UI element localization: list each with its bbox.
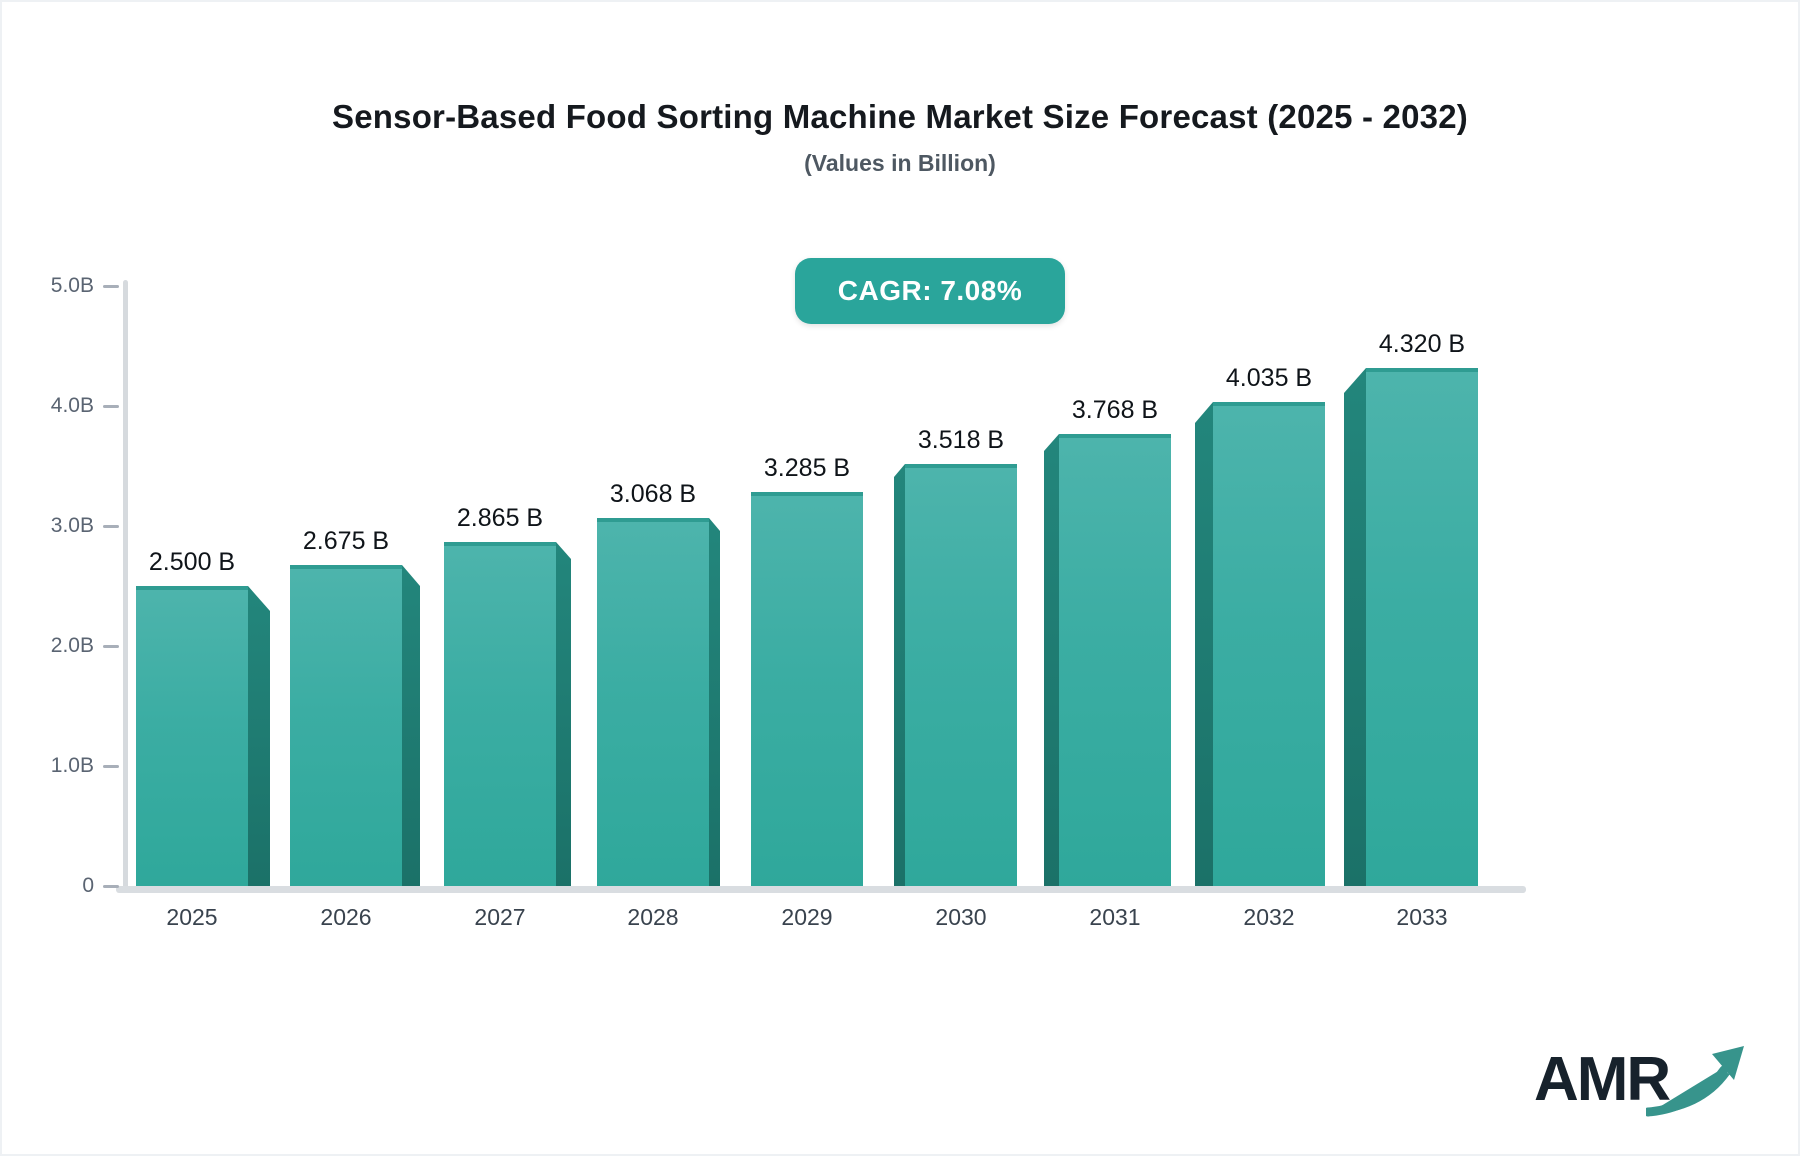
y-axis-tick-label: 5.0B (50, 274, 94, 297)
bar-value-label: 3.518 B (917, 426, 1005, 454)
x-axis-category-label: 2030 (935, 904, 987, 930)
y-axis-tick-label: 3.0B (50, 514, 94, 537)
bar (894, 464, 1017, 886)
y-axis-tick-mark (103, 884, 119, 888)
bar-value-label: 3.768 B (1071, 396, 1159, 424)
bar-face (1059, 434, 1171, 886)
bar-face (751, 492, 863, 886)
bar-face (136, 586, 248, 886)
bar (1044, 434, 1171, 886)
y-axis-line (123, 280, 128, 890)
bar-value-label: 4.320 B (1378, 330, 1466, 358)
x-axis-category-label: 2032 (1243, 904, 1295, 930)
chart-subtitle: (Values in Billion) (804, 150, 996, 176)
x-axis-category-label: 2029 (781, 904, 833, 930)
bar-value-label: 2.500 B (148, 548, 236, 576)
bar-side-face (894, 464, 905, 886)
amr-logo-text: AMR (1534, 1045, 1671, 1114)
bar (290, 565, 420, 886)
bar-face (1213, 402, 1325, 886)
bar-face (444, 542, 556, 886)
bar (597, 518, 720, 886)
y-axis-tick-mark (103, 764, 119, 768)
bar (1195, 402, 1325, 886)
x-axis-category-label: 2033 (1396, 904, 1448, 930)
x-axis-line (116, 886, 1526, 893)
bar-side-face (1344, 368, 1366, 886)
y-axis-tick-label: 2.0B (50, 634, 94, 657)
amr-logo: AMR (1534, 1036, 1754, 1126)
cagr-badge: CAGR: 7.08% (795, 258, 1065, 324)
bar-side-face (1044, 434, 1059, 886)
bar-face (290, 565, 402, 886)
y-axis-tick-label: 1.0B (50, 754, 94, 777)
bar-value-label: 3.285 B (763, 454, 851, 482)
bar (751, 492, 863, 886)
y-axis-tick-mark (103, 644, 119, 648)
x-axis-category-label: 2028 (627, 904, 679, 930)
bar-face (1366, 368, 1478, 886)
growth-arrow-icon (1646, 1046, 1744, 1117)
bar-side-face (709, 518, 720, 886)
bar (136, 586, 270, 886)
bar-side-face (556, 542, 571, 886)
bar (444, 542, 571, 886)
chart-title: Sensor-Based Food Sorting Machine Market… (332, 98, 1468, 135)
x-axis-category-label: 2026 (320, 904, 372, 930)
y-axis-tick-mark (103, 524, 119, 528)
y-axis-tick-label: 4.0B (50, 394, 94, 417)
bar-side-face (1195, 402, 1213, 886)
bar-side-face (248, 586, 270, 886)
x-axis-category-label: 2025 (166, 904, 218, 930)
bar-value-label: 4.035 B (1225, 364, 1313, 392)
y-axis-tick-label: 0 (82, 874, 94, 897)
y-axis-tick-mark (103, 284, 119, 288)
x-axis-category-label: 2027 (474, 904, 526, 930)
cagr-badge-label: CAGR: 7.08% (837, 275, 1023, 306)
bar-value-label: 2.865 B (456, 504, 544, 532)
bar (1344, 368, 1478, 886)
bar-value-label: 2.675 B (302, 527, 390, 555)
bar-value-label: 3.068 B (609, 480, 697, 508)
x-axis-category-label: 2031 (1089, 904, 1141, 930)
bar-face (597, 518, 709, 886)
bar-side-face (402, 565, 420, 886)
bar-face (905, 464, 1017, 886)
y-axis-tick-mark (103, 404, 119, 408)
